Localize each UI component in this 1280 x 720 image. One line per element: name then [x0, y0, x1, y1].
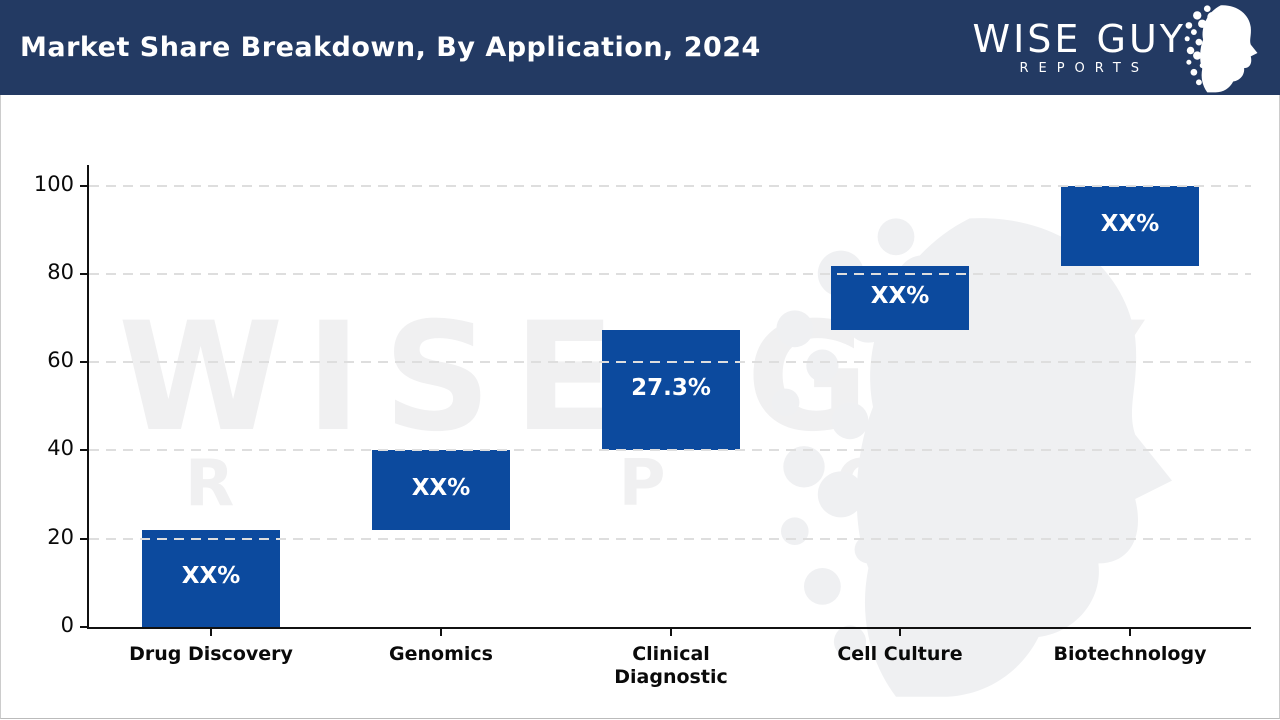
- bar-value-label: XX%: [181, 563, 241, 590]
- x-tick-label: Drug Discovery: [129, 643, 293, 665]
- wise-guy-logo: WISE GUY REPORTS: [973, 2, 1280, 94]
- x-tick-label: Clinical Diagnostic: [614, 643, 728, 688]
- dotted-head-icon: [1184, 4, 1258, 92]
- bar-value-label: XX%: [870, 282, 930, 309]
- bar-value-label: 27.3%: [631, 375, 711, 402]
- bar-value-label: XX%: [1100, 210, 1160, 237]
- x-tick-mark: [899, 629, 901, 636]
- x-tick-mark: [210, 629, 212, 636]
- y-tick-label: 40: [47, 436, 74, 461]
- y-tick-mark: [80, 449, 87, 452]
- x-tick-mark: [440, 629, 442, 636]
- y-tick-mark: [80, 272, 87, 275]
- logo-wordmark: WISE GUY: [972, 17, 1186, 61]
- x-tick-label: Genomics: [389, 643, 493, 665]
- gridline: [89, 449, 1251, 452]
- logo-text: WISE GUY REPORTS: [973, 19, 1186, 76]
- bar-value-label: XX%: [411, 475, 471, 502]
- bar-segment: [831, 265, 969, 330]
- x-tick-label: Biotechnology: [1053, 643, 1207, 665]
- y-tick-label: 20: [47, 524, 74, 549]
- gridline: [89, 361, 1251, 364]
- x-tick-mark: [1129, 629, 1131, 636]
- y-tick-label: 0: [60, 613, 74, 637]
- bar-segment: [1061, 185, 1199, 266]
- y-tick-mark: [80, 626, 87, 628]
- y-tick-label: 80: [47, 259, 74, 284]
- bar-segment: [142, 529, 280, 627]
- gridline: [89, 184, 1251, 187]
- y-axis-line: [87, 165, 89, 629]
- page-title: Market Share Breakdown, By Application, …: [20, 32, 761, 63]
- y-tick-label: 60: [47, 348, 74, 373]
- gridline: [89, 272, 1251, 275]
- x-axis-line: [87, 627, 1251, 629]
- y-tick-mark: [80, 184, 87, 187]
- x-tick-mark: [670, 629, 672, 636]
- bar-segment: [602, 329, 740, 451]
- chart-area: WISE GUY R E P O R T S XX%XX%27.3%XX%XX%…: [0, 95, 1280, 720]
- logo-subtitle: REPORTS: [1019, 61, 1150, 76]
- header-bar: Market Share Breakdown, By Application, …: [0, 0, 1280, 95]
- y-tick-mark: [80, 537, 87, 540]
- y-tick-label: 100: [33, 171, 74, 196]
- x-tick-label: Cell Culture: [837, 643, 963, 665]
- y-tick-mark: [80, 361, 87, 364]
- bar-segment: [372, 450, 510, 530]
- gridline: [89, 537, 1251, 540]
- watermark-head-icon: [771, 218, 1172, 697]
